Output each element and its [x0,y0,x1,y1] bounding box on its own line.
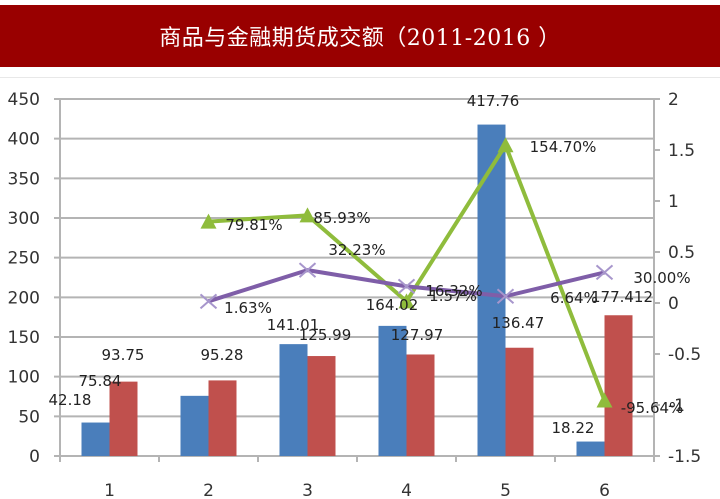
left-axis-tick-label: 0 [29,447,40,467]
data-label: 32.23% [328,241,385,259]
right-axis-tick-label: -1.5 [668,447,701,467]
x-axis-tick-label: 1 [104,481,115,499]
bar-bar_2 [208,380,237,456]
data-label: 141.01 [267,316,320,334]
left-axis-tick-label: 250 [8,249,40,269]
x-marker-icon [595,264,614,281]
chart-title: 商品与金融期货成交额（2011-2016 ） [159,26,561,51]
left-axis-tick-label: 450 [8,90,40,110]
x-axis-tick-label: 3 [302,481,313,499]
bar-bar_1 [279,344,308,456]
data-label: 30.00% [633,269,690,287]
data-label: 85.93% [313,209,370,227]
data-label: 154.70% [530,138,597,156]
right-axis-tick-label: 0 [668,294,679,314]
right-axis-tick-label: -0.5 [668,345,701,365]
data-label: 6.64% [550,289,598,307]
left-axis-tick-label: 50 [18,407,40,427]
x-marker-icon [199,293,218,310]
data-label: 18.22 [552,419,595,437]
x-marker-icon [496,288,515,304]
right-axis-tick-label: 0.5 [668,243,695,263]
data-label: -95.64% [621,399,684,417]
data-label: 417.76 [467,92,520,110]
bar-bar_1 [378,325,407,456]
data-label: 42.18 [49,391,92,409]
data-label: 127.97 [391,326,444,344]
data-label: 1.63% [224,299,272,317]
x-axis-tick-label: 5 [500,481,511,499]
x-marker-icon [397,278,416,295]
data-label: 1.57% [429,287,477,305]
triangle-marker-icon [200,213,217,229]
data-label: 75.84 [79,372,122,390]
triangle-marker-icon [497,137,514,153]
right-axis-tick-label: 1 [668,192,679,212]
bar-bar_1 [81,422,110,456]
data-label: 136.47 [492,314,545,332]
bar-bar_2 [604,315,633,456]
bar-bar_2 [109,381,138,456]
right-axis-tick-label: 1.5 [668,141,695,161]
bar-bar_2 [307,356,336,456]
left-axis-tick-label: 350 [8,169,40,189]
data-label: 95.28 [201,346,244,364]
data-label: 177.412 [591,288,653,306]
x-axis-tick-label: 4 [401,481,412,499]
x-marker-icon [298,262,317,278]
data-label: 125.99 [299,326,352,344]
right-axis-tick-label: 2 [668,90,679,110]
bar-bar_2 [505,347,534,456]
left-axis-tick-label: 300 [8,209,40,229]
data-label: 93.75 [102,346,145,364]
right-axis-tick-label: -1 [668,396,685,416]
x-axis-tick-label: 2 [203,481,214,499]
data-label: 164.02 [366,296,419,314]
triangle-marker-icon [596,392,613,408]
triangle-marker-icon [299,207,316,223]
bar-bar_2 [406,354,435,456]
bar-bar_1 [180,395,209,456]
triangle-marker-icon [398,293,415,309]
left-axis-tick-label: 200 [8,288,40,308]
left-axis-tick-label: 150 [8,328,40,348]
left-axis-tick-label: 100 [8,368,40,388]
title-divider [0,77,720,78]
left-axis-tick-label: 400 [8,130,40,150]
data-label: 79.81% [225,216,282,234]
data-label: 16.32% [425,282,482,300]
chart-title-bar: 商品与金融期货成交额（2011-2016 ） [0,5,720,67]
bar-bar_1 [576,441,605,456]
x-axis-tick-label: 6 [599,481,610,499]
